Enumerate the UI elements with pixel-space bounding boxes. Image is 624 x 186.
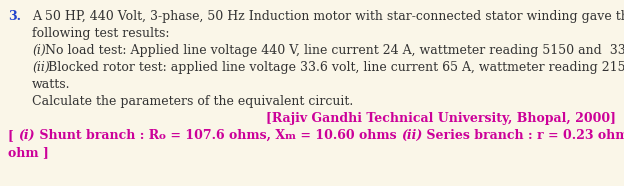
Text: [Rajiv Gandhi Technical University, Bhopal, 2000]: [Rajiv Gandhi Technical University, Bhop…	[266, 112, 616, 125]
Text: watts.: watts.	[32, 78, 71, 91]
Text: (ii): (ii)	[32, 61, 50, 74]
Text: = 10.60 ohms: = 10.60 ohms	[296, 129, 401, 142]
Text: (ii): (ii)	[401, 129, 422, 142]
Text: following test results:: following test results:	[32, 27, 170, 40]
Text: A 50 HP, 440 Volt, 3-phase, 50 Hz Induction motor with star-connected stator win: A 50 HP, 440 Volt, 3-phase, 50 Hz Induct…	[32, 10, 624, 23]
Text: 3.: 3.	[8, 10, 21, 23]
Text: o: o	[159, 132, 166, 141]
Text: m: m	[285, 132, 296, 141]
Text: No load test: Applied line voltage 440 V, line current 24 A, wattmeter reading 5: No load test: Applied line voltage 440 V…	[45, 44, 624, 57]
Text: Shunt branch : R: Shunt branch : R	[35, 129, 159, 142]
Text: Series branch : r = 0.23 ohm, x = 0.19: Series branch : r = 0.23 ohm, x = 0.19	[422, 129, 624, 142]
Text: (i): (i)	[32, 44, 46, 57]
Text: ohm ]: ohm ]	[8, 146, 49, 159]
Text: (i): (i)	[18, 129, 35, 142]
Text: [: [	[8, 129, 18, 142]
Text: = 107.6 ohms, X: = 107.6 ohms, X	[166, 129, 285, 142]
Text: Blocked rotor test: applied line voltage 33.6 volt, line current 65 A, wattmeter: Blocked rotor test: applied line voltage…	[48, 61, 624, 74]
Text: Calculate the parameters of the equivalent circuit.: Calculate the parameters of the equivale…	[32, 95, 353, 108]
